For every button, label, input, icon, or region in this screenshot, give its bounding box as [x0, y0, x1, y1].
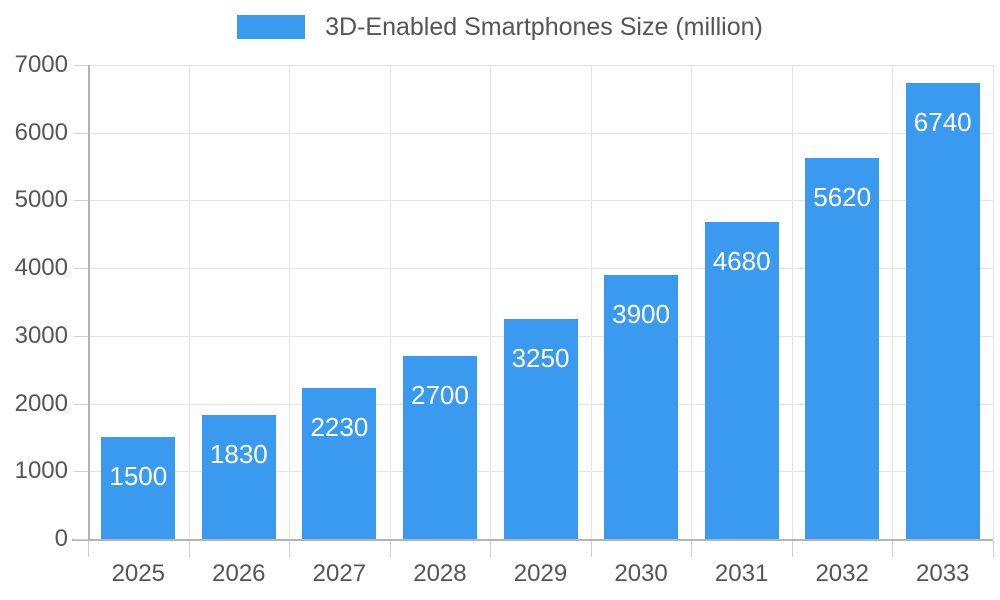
- x-axis-tick-label: 2028: [413, 560, 467, 587]
- gridline-horizontal: [88, 268, 993, 270]
- gridline-vertical: [691, 65, 692, 539]
- bar[interactable]: [905, 82, 980, 539]
- y-axis-tick-label: 3000: [14, 321, 68, 349]
- bar[interactable]: [704, 222, 779, 539]
- y-axis-tick-label: 6000: [14, 118, 68, 146]
- x-axis-tick-label: 2032: [815, 560, 869, 587]
- x-axis-tick-mark: [390, 541, 391, 557]
- y-axis-tick-mark: [74, 471, 88, 473]
- x-axis-tick-label: 2033: [916, 560, 970, 587]
- y-axis-tick-mark: [74, 268, 88, 270]
- gridline-vertical: [289, 65, 290, 539]
- bar[interactable]: [201, 415, 276, 539]
- x-axis-tick-mark: [189, 541, 190, 557]
- gridline-vertical: [490, 65, 491, 539]
- gridline-vertical: [792, 65, 793, 539]
- bar[interactable]: [101, 437, 176, 539]
- gridline-vertical: [591, 65, 592, 539]
- legend-item-series-1[interactable]: 3D-Enabled Smartphones Size (million): [237, 12, 763, 41]
- bar[interactable]: [604, 274, 679, 539]
- x-axis-tick-mark: [591, 541, 592, 557]
- legend-item-label: 3D-Enabled Smartphones Size (million): [325, 12, 763, 41]
- bar[interactable]: [805, 158, 880, 539]
- y-axis-tick-label: 1000: [14, 457, 68, 485]
- plot-area: 1500 1830 2230 2700 3250 3900 4680 5620 6740: [88, 65, 994, 540]
- x-axis-tick-mark: [88, 541, 89, 557]
- x-axis-tick-label: 2029: [513, 560, 568, 587]
- gridline-horizontal: [88, 132, 993, 134]
- x-axis-tick-label: 2027: [312, 560, 367, 587]
- y-axis-tick-label: 5000: [14, 186, 68, 214]
- x-axis-tick-label: 2026: [212, 560, 266, 587]
- gridline-horizontal: [88, 200, 993, 202]
- y-axis-tick-mark: [74, 403, 88, 405]
- y-axis-tick-mark: [74, 539, 88, 540]
- bar[interactable]: [302, 387, 377, 539]
- gridline-vertical: [189, 65, 190, 539]
- x-axis-tick-mark: [892, 541, 893, 557]
- y-axis-tick-label: 7000: [14, 51, 68, 78]
- x-axis-tick-mark: [691, 541, 692, 557]
- y-axis-tick-label: 0: [54, 525, 68, 552]
- x-axis-line: [72, 539, 993, 541]
- y-axis-tick-mark: [74, 200, 88, 202]
- y-axis-tick-label: 4000: [14, 254, 68, 282]
- y-axis-tick-label: 2000: [14, 389, 68, 417]
- x-axis-tick-mark: [490, 541, 491, 557]
- bar[interactable]: [402, 356, 477, 539]
- legend-color-swatch-icon: [237, 15, 306, 39]
- y-axis-tick-mark: [74, 65, 88, 66]
- x-axis-tick-label: 2031: [714, 560, 769, 587]
- gridline-horizontal: [88, 65, 993, 66]
- chart-legend: 3D-Enabled Smartphones Size (million): [0, 0, 1000, 54]
- gridline-vertical: [892, 65, 893, 539]
- x-axis-tick-mark: [993, 541, 994, 557]
- gridline-vertical: [390, 65, 391, 539]
- gridline-vertical: [993, 65, 994, 539]
- bar[interactable]: [503, 318, 578, 539]
- y-axis-tick-mark: [74, 335, 88, 337]
- x-axis-tick-mark: [289, 541, 290, 557]
- x-axis-tick-mark: [792, 541, 793, 557]
- y-axis-labels: 0 1000 2000 3000 4000 5000 6000 7000: [0, 0, 68, 600]
- x-axis-tick-label: 2030: [614, 560, 668, 587]
- y-axis-tick-mark: [74, 132, 88, 134]
- y-axis-line: [88, 65, 90, 540]
- x-axis-tick-label: 2025: [111, 560, 165, 587]
